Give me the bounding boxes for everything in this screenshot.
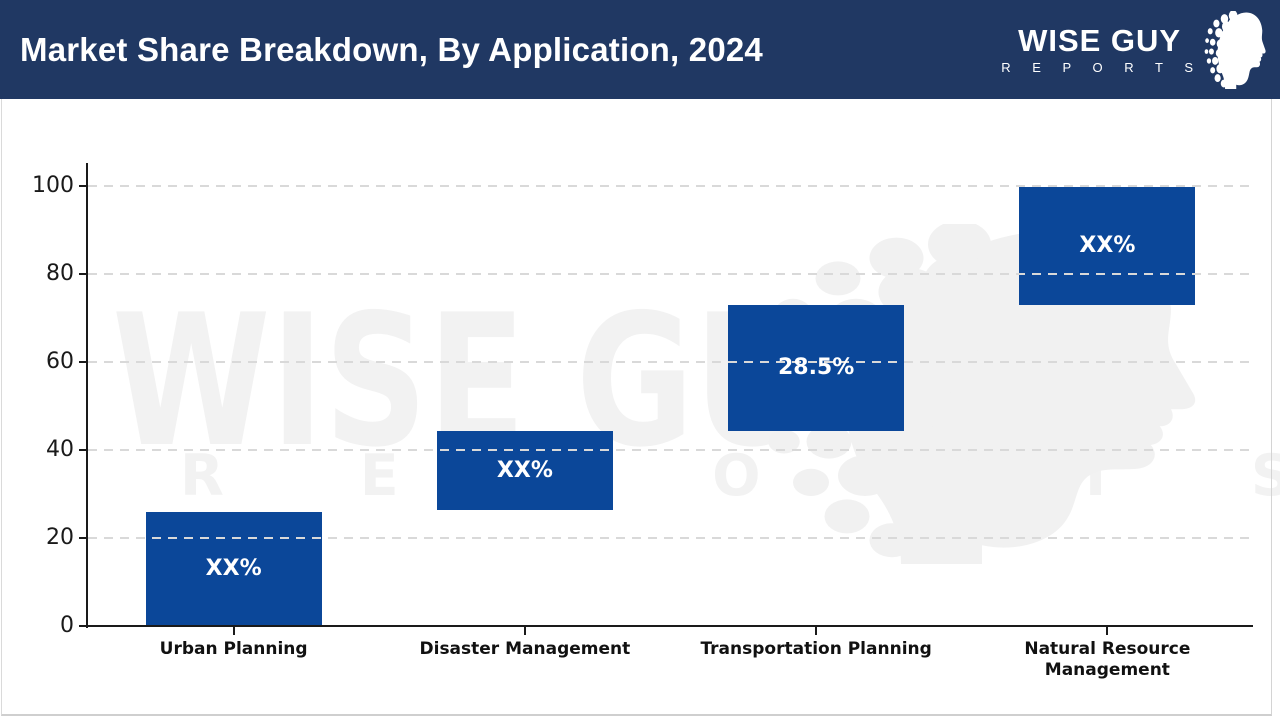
y-axis-tick-label: 0 (60, 613, 74, 638)
bar-value-label: XX% (496, 457, 553, 483)
y-axis-tick-label: 20 (46, 525, 74, 550)
y-axis-line (86, 163, 88, 628)
x-axis-category-label: Natural Resource Management (1024, 639, 1191, 680)
x-axis-category-label: Disaster Management (419, 639, 631, 659)
y-axis-tick-mark (79, 537, 88, 539)
x-axis-tick-mark (232, 627, 235, 635)
y-axis-tick-label: 60 (46, 349, 74, 374)
x-axis-category-label: Transportation Planning (700, 639, 932, 659)
y-axis-tick-mark (79, 625, 88, 627)
gridline-20 (88, 537, 1253, 539)
header: Market Share Breakdown, By Application, … (0, 0, 1280, 99)
bar-value-label: XX% (205, 555, 262, 581)
y-axis-tick-mark (79, 185, 88, 187)
logo-text: WISE GUY R E P O R T S (997, 25, 1202, 75)
bar-value-label: 28.5% (777, 354, 855, 380)
y-axis-tick-label: 80 (46, 261, 74, 286)
logo-subtitle: R E P O R T S (1001, 59, 1202, 75)
gridline-60 (88, 361, 1253, 363)
logo: WISE GUY R E P O R T S (997, 10, 1266, 89)
y-axis-tick-label: 40 (46, 437, 74, 462)
gridline-80 (88, 273, 1253, 275)
gridline-40 (88, 449, 1253, 451)
logo-head-icon (1204, 10, 1266, 89)
y-axis-tick-mark (79, 361, 88, 363)
bar-value-label: XX% (1079, 233, 1136, 259)
x-axis-category-label: Urban Planning (159, 639, 308, 659)
x-axis-tick-mark (815, 627, 818, 635)
bar-transportation-planning (728, 305, 905, 431)
y-axis-tick-mark (79, 449, 88, 451)
x-axis-line (86, 625, 1253, 627)
x-axis-tick-mark (1106, 627, 1109, 635)
bar-disaster-management (436, 431, 613, 511)
y-axis-tick-mark (79, 273, 88, 275)
y-axis-tick-label: 100 (32, 173, 74, 198)
gridline-100 (88, 185, 1253, 187)
x-axis-tick-mark (523, 627, 526, 635)
bar-urban-planning (145, 511, 322, 626)
bar-natural-resource-management (1019, 186, 1196, 306)
logo-wordmark: WISE GUY (1018, 22, 1182, 58)
chart-title: Market Share Breakdown, By Application, … (20, 30, 763, 68)
